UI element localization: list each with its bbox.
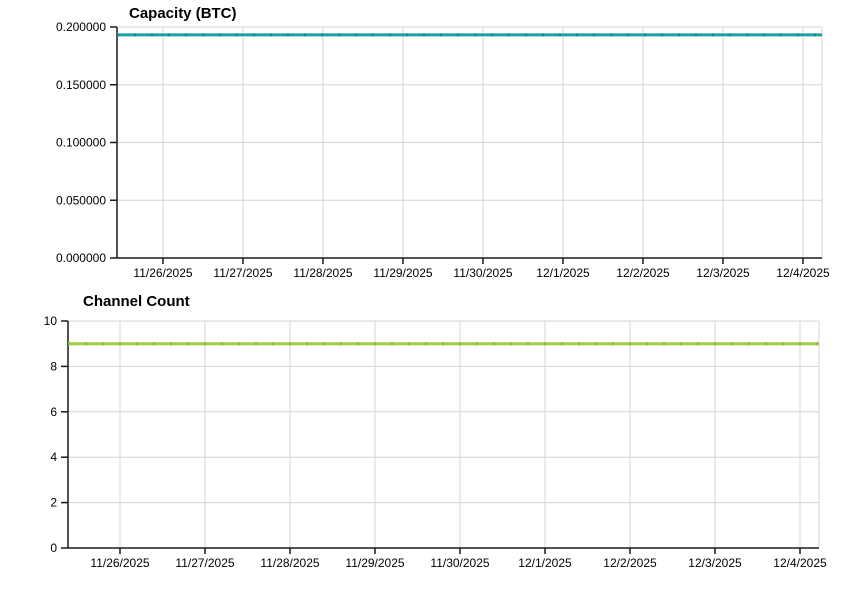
y-tick-label: 6 <box>50 405 57 419</box>
y-tick-label: 2 <box>50 496 57 510</box>
capacity-chart-title: Capacity (BTC) <box>129 5 237 22</box>
channel-count-chart-title: Channel Count <box>83 293 190 310</box>
x-tick-label: 12/3/2025 <box>696 266 750 280</box>
x-tick-label: 12/1/2025 <box>518 556 572 570</box>
x-tick-label: 11/30/2025 <box>453 266 512 280</box>
x-tick-label: 12/4/2025 <box>773 556 827 570</box>
x-tick-label: 11/26/2025 <box>90 556 149 570</box>
x-tick-label: 11/29/2025 <box>373 266 432 280</box>
x-tick-label: 11/29/2025 <box>345 556 404 570</box>
y-tick-label: 0 <box>50 541 57 555</box>
y-tick-label: 0.050000 <box>56 193 106 207</box>
x-tick-label: 11/28/2025 <box>260 556 319 570</box>
x-tick-label: 11/27/2025 <box>175 556 234 570</box>
y-tick-label: 0.000000 <box>56 251 106 265</box>
channel-count-chart: 0 2 4 6 8 10 11/26/2025 11/27/2025 11/28/2025 11/… <box>44 314 827 570</box>
x-tick-label: 11/28/2025 <box>293 266 352 280</box>
capacity-chart: 0.000000 0.050000 0.100000 0.150000 0.200000… <box>56 20 830 280</box>
x-tick-label: 12/3/2025 <box>688 556 742 570</box>
y-tick-label: 8 <box>50 359 57 373</box>
x-tick-label: 12/4/2025 <box>776 266 830 280</box>
y-tick-label: 0.100000 <box>56 136 106 150</box>
x-tick-label: 11/30/2025 <box>430 556 489 570</box>
y-tick-label: 10 <box>44 314 58 328</box>
y-tick-label: 0.150000 <box>56 78 106 92</box>
x-tick-label: 11/26/2025 <box>133 266 192 280</box>
x-tick-label: 12/2/2025 <box>603 556 657 570</box>
x-tick-label: 12/1/2025 <box>536 266 590 280</box>
y-tick-label: 4 <box>50 450 57 464</box>
y-tick-label: 0.200000 <box>56 20 106 34</box>
x-tick-label: 11/27/2025 <box>213 266 272 280</box>
x-tick-label: 12/2/2025 <box>616 266 670 280</box>
